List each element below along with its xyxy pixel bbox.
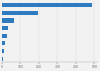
Bar: [2, 26, 8, 30]
Bar: [2, 57, 4, 61]
Bar: [2, 41, 5, 46]
Bar: [2, 3, 92, 7]
Bar: [2, 11, 38, 15]
Bar: [2, 49, 4, 53]
Bar: [2, 34, 6, 38]
Bar: [2, 18, 14, 23]
